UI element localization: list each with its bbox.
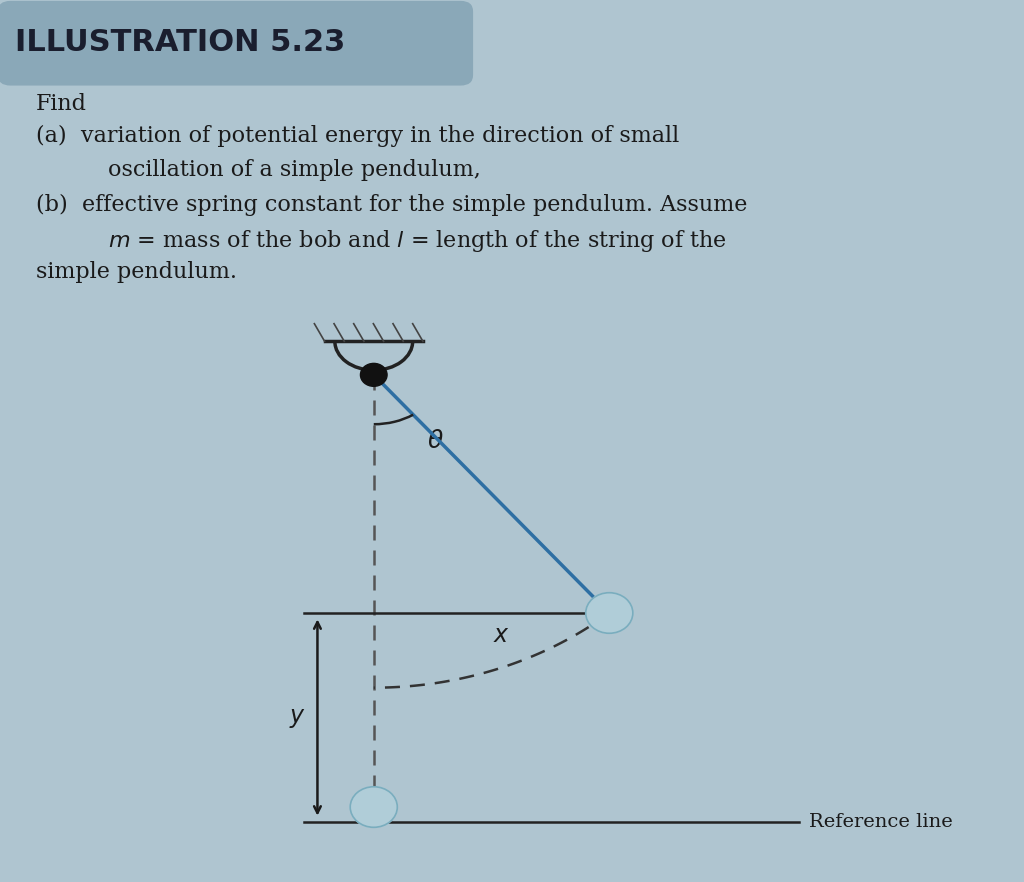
Text: $\theta$: $\theta$	[427, 429, 443, 453]
Circle shape	[360, 363, 387, 386]
Text: ILLUSTRATION 5.23: ILLUSTRATION 5.23	[15, 28, 346, 56]
Text: Reference line: Reference line	[809, 813, 952, 831]
Text: (b)  effective spring constant for the simple pendulum. Assume: (b) effective spring constant for the si…	[36, 194, 748, 216]
Text: $y$: $y$	[289, 706, 305, 729]
Text: oscillation of a simple pendulum,: oscillation of a simple pendulum,	[108, 159, 480, 181]
Text: $m$ = mass of the bob and $l$ = length of the string of the: $m$ = mass of the bob and $l$ = length o…	[108, 228, 726, 253]
Text: $x$: $x$	[494, 623, 510, 647]
Circle shape	[586, 593, 633, 633]
Circle shape	[350, 787, 397, 827]
Text: (a)  variation of potential energy in the direction of small: (a) variation of potential energy in the…	[36, 125, 679, 147]
FancyBboxPatch shape	[0, 1, 473, 86]
Text: simple pendulum.: simple pendulum.	[36, 261, 237, 283]
Text: Find: Find	[36, 93, 87, 115]
